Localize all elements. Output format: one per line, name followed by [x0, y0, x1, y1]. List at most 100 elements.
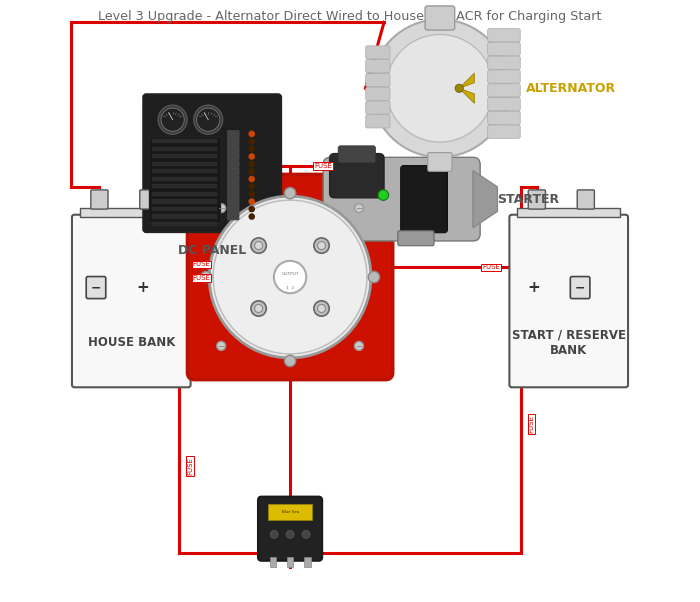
Circle shape: [255, 241, 262, 250]
Circle shape: [284, 187, 295, 199]
Circle shape: [248, 198, 255, 205]
FancyBboxPatch shape: [228, 168, 239, 175]
Circle shape: [314, 238, 329, 253]
Bar: [151, 206, 218, 211]
Bar: [287, 557, 293, 568]
Text: +: +: [136, 280, 149, 295]
FancyBboxPatch shape: [323, 157, 480, 241]
FancyBboxPatch shape: [140, 190, 157, 209]
Polygon shape: [473, 170, 498, 228]
Circle shape: [194, 105, 223, 134]
FancyBboxPatch shape: [258, 497, 322, 560]
Text: 1  2: 1 2: [286, 285, 294, 290]
Bar: [151, 146, 218, 151]
FancyBboxPatch shape: [578, 190, 594, 209]
Circle shape: [214, 200, 367, 354]
Circle shape: [248, 161, 255, 167]
Circle shape: [248, 191, 255, 197]
FancyBboxPatch shape: [86, 276, 106, 299]
Circle shape: [248, 183, 255, 190]
Bar: [151, 139, 218, 143]
Circle shape: [302, 530, 310, 538]
Text: STARTER: STARTER: [498, 193, 559, 206]
FancyBboxPatch shape: [228, 205, 239, 213]
Bar: [151, 191, 218, 196]
Circle shape: [318, 305, 326, 312]
Text: FUSE: FUSE: [187, 457, 193, 475]
FancyBboxPatch shape: [365, 101, 390, 114]
Text: HOUSE BANK: HOUSE BANK: [88, 337, 175, 349]
FancyBboxPatch shape: [365, 73, 390, 87]
Bar: [151, 222, 218, 226]
Text: +: +: [527, 280, 540, 295]
FancyBboxPatch shape: [228, 190, 239, 197]
Text: Level 3 Upgrade - Alternator Direct Wired to House and ACR for Charging Start: Level 3 Upgrade - Alternator Direct Wire…: [98, 10, 602, 23]
FancyBboxPatch shape: [488, 28, 520, 42]
FancyBboxPatch shape: [228, 198, 239, 205]
FancyBboxPatch shape: [488, 42, 520, 55]
Bar: [268, 504, 312, 520]
FancyBboxPatch shape: [570, 276, 590, 299]
Circle shape: [284, 355, 295, 367]
Circle shape: [209, 196, 371, 358]
FancyBboxPatch shape: [228, 131, 239, 137]
FancyBboxPatch shape: [425, 6, 455, 30]
Bar: [151, 184, 218, 188]
Text: Blue Sea: Blue Sea: [281, 510, 299, 514]
Circle shape: [251, 301, 266, 316]
FancyBboxPatch shape: [365, 115, 390, 128]
Circle shape: [274, 261, 307, 293]
Text: FUSE: FUSE: [193, 261, 210, 267]
Circle shape: [386, 34, 494, 142]
FancyBboxPatch shape: [228, 138, 239, 145]
Text: −: −: [91, 281, 101, 294]
FancyBboxPatch shape: [365, 87, 390, 101]
Circle shape: [248, 138, 255, 144]
Circle shape: [200, 272, 212, 283]
Circle shape: [248, 213, 255, 220]
Circle shape: [217, 341, 225, 350]
Polygon shape: [459, 88, 475, 104]
Circle shape: [286, 530, 294, 538]
FancyBboxPatch shape: [510, 215, 628, 387]
Circle shape: [248, 153, 255, 160]
Circle shape: [314, 301, 329, 316]
Text: DC PANEL: DC PANEL: [178, 244, 246, 257]
Circle shape: [255, 305, 262, 312]
FancyBboxPatch shape: [338, 146, 375, 163]
FancyBboxPatch shape: [228, 176, 239, 182]
Text: FUSE: FUSE: [528, 415, 535, 433]
Bar: [270, 557, 276, 568]
Bar: [149, 137, 221, 223]
Circle shape: [161, 108, 184, 131]
FancyBboxPatch shape: [365, 46, 390, 59]
Bar: [151, 199, 218, 203]
Circle shape: [217, 203, 225, 213]
Bar: [151, 169, 218, 173]
Circle shape: [354, 203, 363, 213]
Circle shape: [248, 176, 255, 182]
FancyBboxPatch shape: [488, 111, 520, 125]
FancyBboxPatch shape: [488, 56, 520, 69]
Circle shape: [378, 190, 388, 200]
Circle shape: [318, 241, 326, 250]
Circle shape: [248, 131, 255, 137]
FancyBboxPatch shape: [228, 146, 239, 152]
Text: START / RESERVE
BANK: START / RESERVE BANK: [512, 329, 626, 357]
Circle shape: [270, 530, 278, 538]
Bar: [151, 214, 218, 219]
Circle shape: [368, 272, 379, 283]
Circle shape: [197, 108, 220, 131]
Bar: [517, 208, 620, 217]
FancyBboxPatch shape: [528, 190, 545, 209]
Bar: [151, 176, 218, 181]
Text: FUSE: FUSE: [482, 264, 500, 270]
FancyBboxPatch shape: [228, 213, 239, 220]
Circle shape: [354, 341, 363, 350]
FancyBboxPatch shape: [330, 154, 384, 198]
Bar: [80, 208, 183, 217]
Text: −: −: [575, 281, 585, 294]
Bar: [151, 161, 218, 166]
FancyBboxPatch shape: [428, 153, 452, 172]
Circle shape: [251, 238, 266, 253]
